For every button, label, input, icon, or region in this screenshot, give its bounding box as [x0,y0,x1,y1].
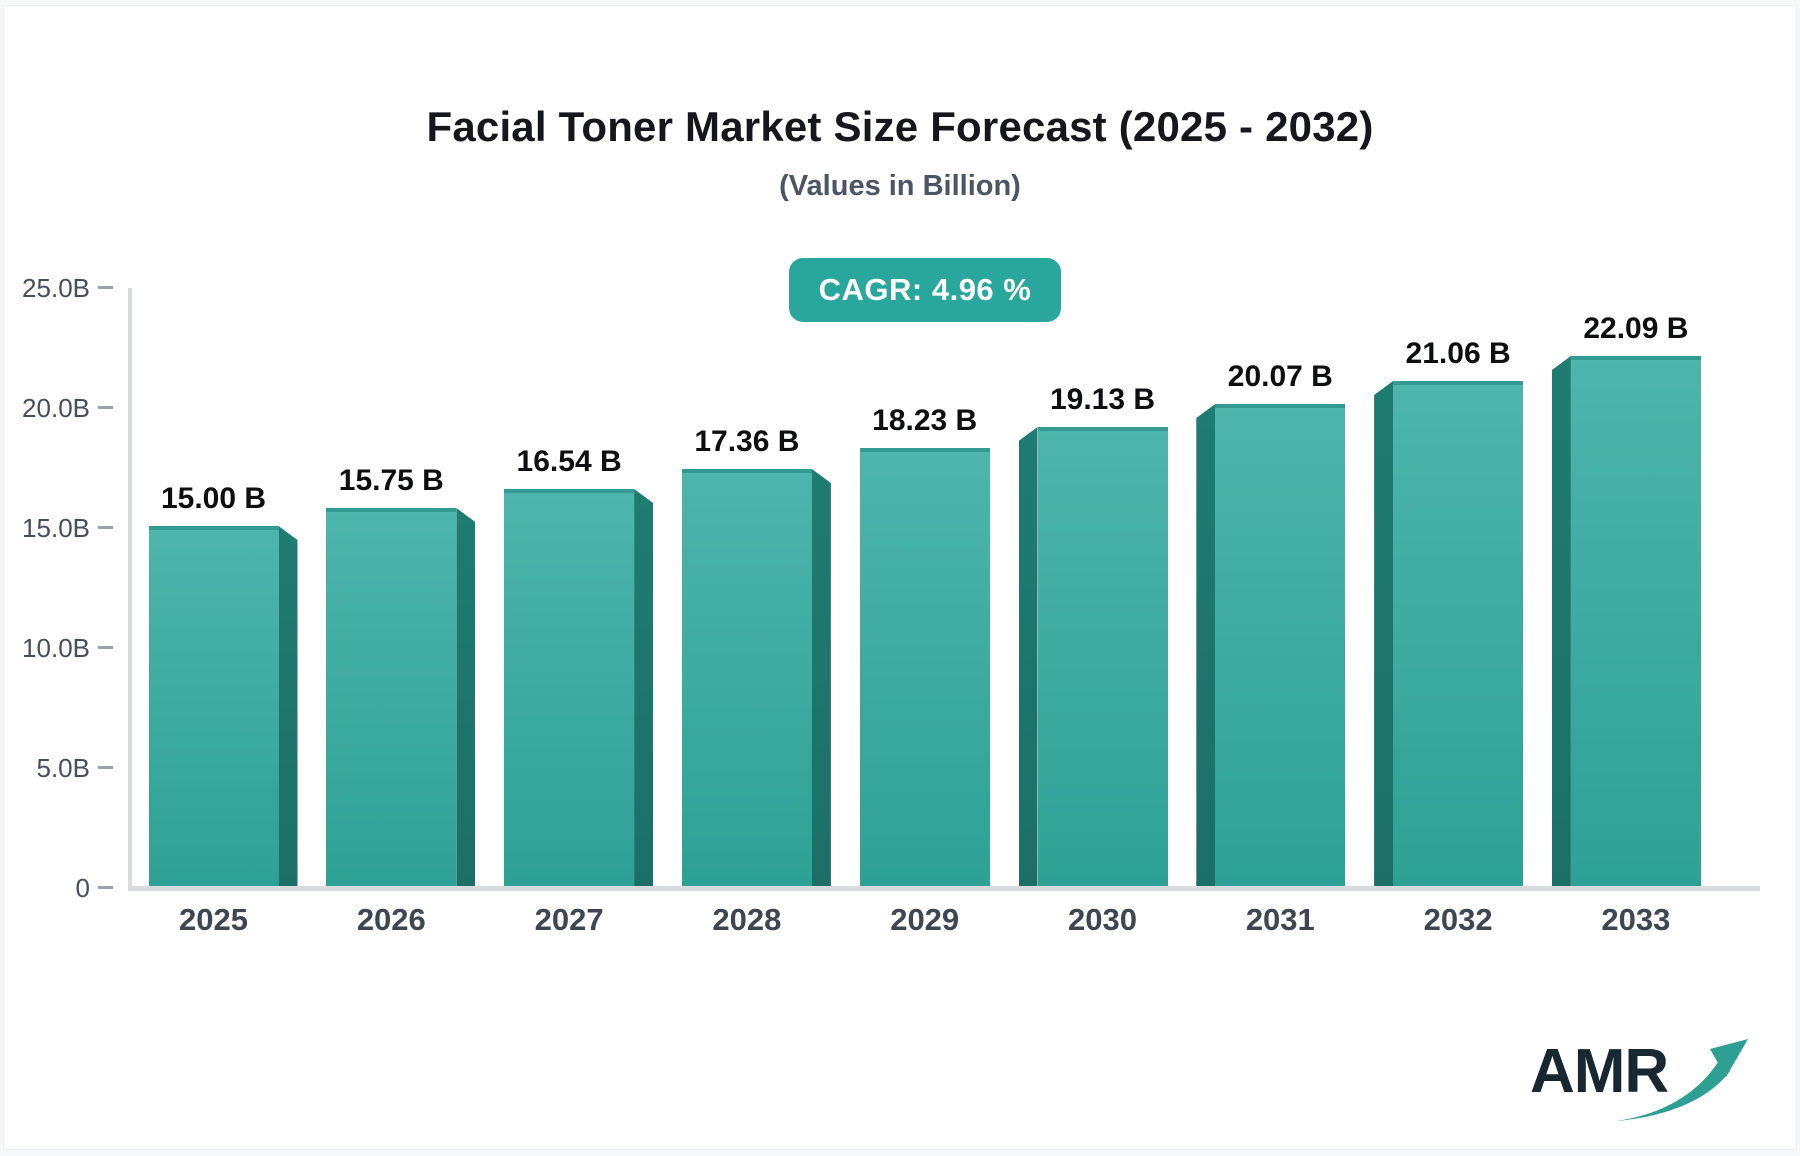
bar [681,469,831,886]
bar-face [504,489,635,886]
x-axis-year-label: 2030 [1068,902,1137,937]
y-tick-label: 15.0B [22,513,90,543]
cagr-badge: CAGR: 4.96 % [789,258,1061,322]
x-axis-year-label: 2029 [890,902,960,937]
bar [1196,404,1346,886]
bar-face [1037,427,1168,886]
bar [504,489,654,886]
page-subtitle: (Values in Billion) [779,170,1021,202]
x-axis-year-label: 2027 [534,902,604,937]
x-axis-year-label: 2031 [1245,902,1315,937]
bar-side-shade [1374,381,1394,886]
bar-face [1570,356,1701,886]
y-tick-mark [98,406,113,409]
y-tick-label: 20.0B [22,393,90,423]
bar [859,448,990,886]
bar-side-shade [1018,427,1038,886]
bar [1374,381,1524,886]
bar-side-shade [278,526,298,886]
bar [1551,356,1701,886]
bar [326,508,476,886]
bar [148,526,298,886]
x-axis-year-label: 2028 [712,902,782,937]
y-tick-mark [98,646,113,649]
bar-side-shade [456,508,476,886]
bar-face [148,526,279,886]
bar-value-label: 19.13 B [1049,383,1156,416]
y-tick-label: 25.0B [22,273,90,303]
x-axis-year-label: 2026 [356,902,426,937]
bar-side-shade [1196,404,1216,886]
x-axis-year-label: 2032 [1423,902,1493,937]
bar-side-shade [1551,356,1571,886]
bar-value-label: 22.09 B [1583,312,1689,345]
x-axis-year-label: 2025 [179,902,248,937]
y-tick-mark [98,526,113,529]
bar-face [1393,381,1524,886]
y-tick-mark [98,886,113,889]
y-tick-mark [98,766,113,769]
y-tick-label: 0 [75,873,90,903]
bar-value-label: 20.07 B [1227,360,1333,393]
bar-value-label: 18.23 B [872,404,978,437]
bar-face [859,448,990,886]
bar-value-label: 15.00 B [160,482,267,515]
bar-side-shade [634,489,654,886]
bar-face [1215,404,1346,886]
bar-value-label: 21.06 B [1405,337,1511,370]
bar [1018,427,1168,886]
bar-side-shade [811,469,831,886]
y-tick-label: 10.0B [22,633,90,663]
amr-logo-text: AMR [1530,1037,1669,1106]
page-title: Facial Toner Market Size Forecast (2025 … [426,103,1374,150]
bar-value-label: 15.75 B [338,464,444,497]
bar-face [681,469,812,886]
bar-face [326,508,457,886]
bar-value-label: 17.36 B [694,425,800,458]
y-tick-label: 5.0B [36,753,91,783]
cagr-badge-label: CAGR: 4.96 % [818,272,1032,307]
x-axis-baseline [128,886,1760,891]
growth-arrow-icon [1616,1039,1748,1121]
bar-value-label: 16.54 B [516,445,622,478]
x-axis-year-label: 2033 [1601,902,1671,937]
amr-logo: AMR [1510,1020,1770,1130]
y-axis-line [128,288,132,888]
y-tick-mark [98,286,113,289]
